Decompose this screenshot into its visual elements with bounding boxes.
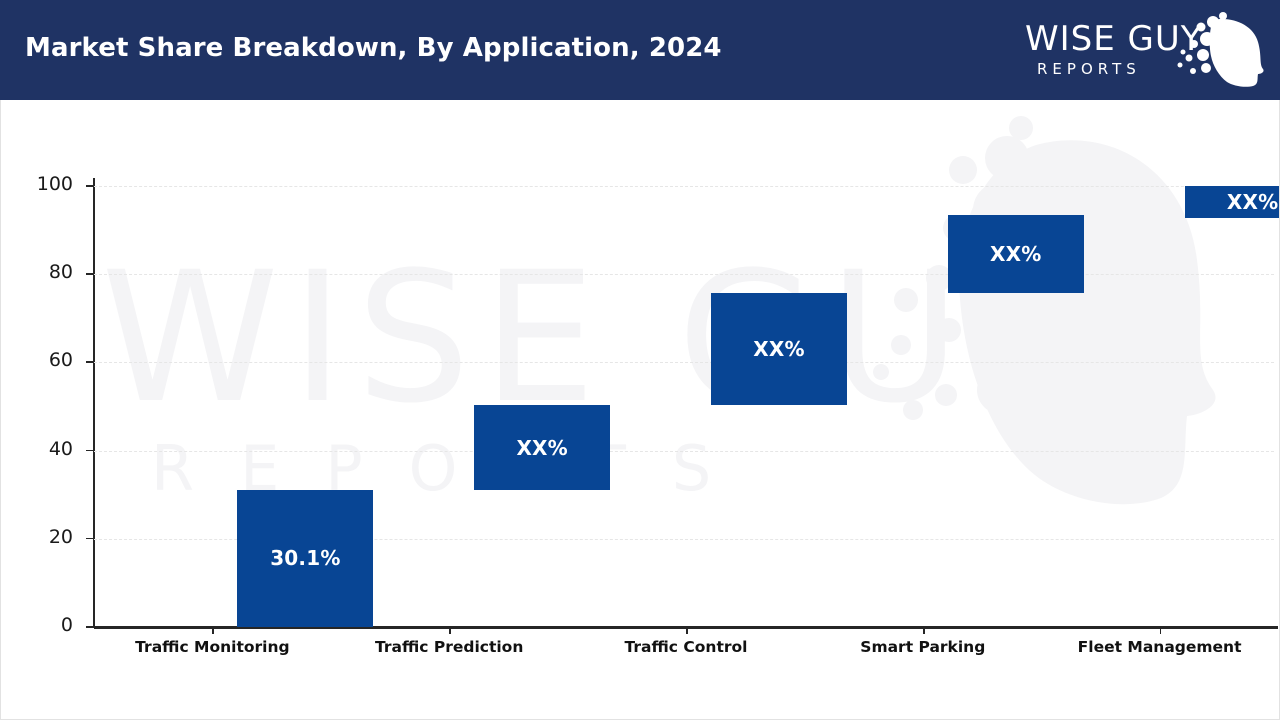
head-profile-icon <box>1209 18 1264 87</box>
x-tick-mark <box>922 627 925 634</box>
y-axis-tick-label: 100 <box>36 173 73 195</box>
bar-segment[interactable]: XX% <box>474 405 611 490</box>
gridline <box>94 450 1274 452</box>
bar-segment[interactable]: 30.1% <box>237 489 374 627</box>
page-title: Market Share Breakdown, By Application, … <box>25 33 722 63</box>
bar-data-label: XX% <box>990 242 1042 267</box>
y-tick-mark <box>86 626 93 628</box>
y-tick-mark <box>86 185 93 187</box>
bar-data-label: 30.1% <box>270 546 341 571</box>
x-axis-category-label: Traffic Monitoring <box>135 638 290 656</box>
bar-segment[interactable]: XX% <box>711 293 847 406</box>
y-tick-mark <box>86 537 93 540</box>
chart-area: WISE GUY REPORTS <box>0 100 1280 720</box>
bar-data-label: XX% <box>1226 190 1279 215</box>
x-tick-mark <box>212 627 215 634</box>
gridline <box>94 362 1274 364</box>
bar-segment[interactable]: XX% <box>947 215 1084 294</box>
svg-text:REPORTS: REPORTS <box>1037 60 1141 78</box>
bar-data-label: XX% <box>516 435 568 460</box>
wise-guy-reports-logo: WISE GUY REPORTS <box>1017 8 1272 92</box>
bar-data-label: XX% <box>753 337 805 362</box>
header-bar: Market Share Breakdown, By Application, … <box>0 0 1280 100</box>
bar-segment[interactable]: XX% <box>1184 186 1279 219</box>
x-axis-category-label: Fleet Management <box>1077 638 1242 656</box>
y-axis-tick-label: 40 <box>48 437 73 460</box>
y-axis-tick-label: 0 <box>60 614 73 636</box>
logo-dots <box>1177 12 1227 74</box>
y-tick-mark <box>86 361 93 363</box>
gridline <box>94 274 1274 276</box>
y-axis-tick-label: 80 <box>48 261 73 284</box>
x-tick-mark <box>1159 627 1162 634</box>
x-axis-category-label: Traffic Control <box>624 638 748 656</box>
plot-region: 30.1% XX% XX% XX% XX% <box>94 100 1279 719</box>
y-tick-mark <box>86 449 93 452</box>
x-axis-category-label: Smart Parking <box>860 638 986 656</box>
svg-text:WISE GUY: WISE GUY <box>1025 19 1203 59</box>
x-tick-mark <box>449 627 451 634</box>
y-tick-mark <box>86 273 93 275</box>
gridline <box>94 538 1274 540</box>
x-tick-mark <box>686 627 688 634</box>
y-axis-tick-label: 60 <box>48 349 73 372</box>
y-axis-line <box>93 178 95 628</box>
logo-svg: WISE GUY REPORTS <box>1025 12 1264 87</box>
x-axis-category-label: Traffic Prediction <box>375 638 524 656</box>
y-axis-tick-label: 20 <box>48 525 73 548</box>
gridline <box>94 186 1274 187</box>
